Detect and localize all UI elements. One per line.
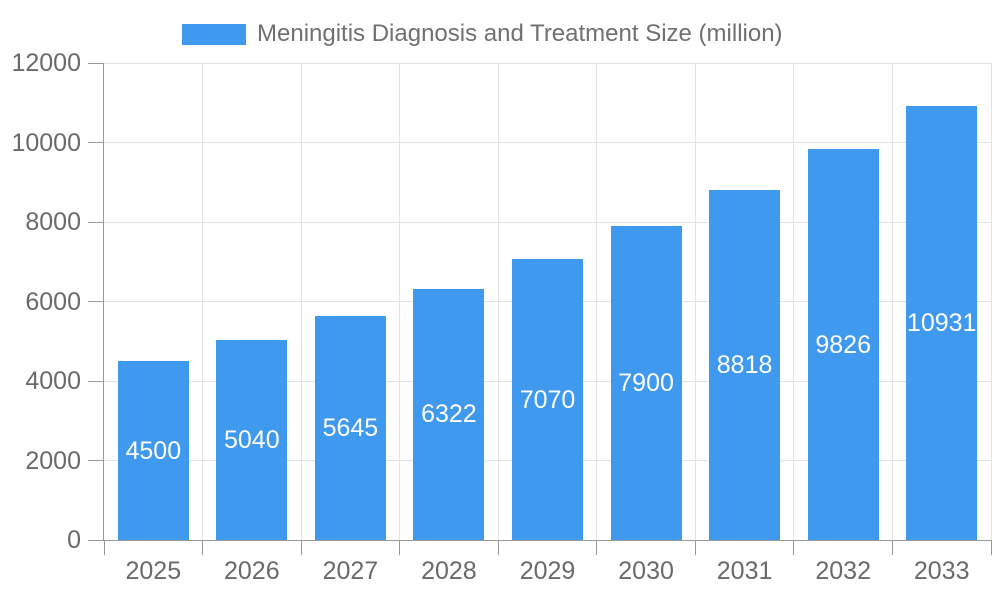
x-axis-tick bbox=[793, 540, 795, 555]
bar-value-label: 7070 bbox=[519, 385, 576, 414]
v-gridline bbox=[399, 63, 401, 540]
chart-legend[interactable]: Meningitis Diagnosis and Treatment Size … bbox=[182, 22, 783, 46]
bar-value-label: 5645 bbox=[322, 413, 379, 442]
x-axis-tick bbox=[497, 540, 499, 555]
y-axis-label: 8000 bbox=[25, 208, 81, 236]
x-axis-tick bbox=[990, 540, 992, 555]
y-axis-tick bbox=[88, 142, 103, 143]
y-axis-label: 6000 bbox=[25, 287, 81, 316]
bar-value-label: 8818 bbox=[716, 350, 773, 379]
x-axis-label: 2029 bbox=[519, 557, 576, 585]
legend-label: Meningitis Diagnosis and Treatment Size … bbox=[257, 20, 783, 47]
y-axis-tick bbox=[88, 539, 103, 541]
y-axis-tick bbox=[88, 62, 103, 64]
bar bbox=[610, 226, 682, 540]
bar bbox=[512, 259, 583, 540]
legend-swatch-icon bbox=[182, 23, 246, 45]
y-axis-label: 2000 bbox=[25, 446, 81, 475]
y-axis-label: 12000 bbox=[11, 49, 81, 77]
y-axis-tick bbox=[88, 380, 103, 382]
x-axis-label: 2026 bbox=[223, 557, 280, 585]
h-gridline bbox=[104, 62, 991, 64]
x-axis-tick bbox=[103, 540, 105, 555]
v-gridline bbox=[694, 63, 696, 540]
v-gridline bbox=[990, 63, 992, 540]
x-axis-tick bbox=[202, 540, 204, 555]
bar bbox=[807, 149, 879, 540]
bar-value-label: 10931 bbox=[906, 308, 977, 337]
v-gridline bbox=[596, 63, 598, 540]
bar-value-label: 4500 bbox=[125, 436, 182, 465]
v-gridline bbox=[202, 63, 204, 540]
bar-value-label: 6322 bbox=[421, 400, 477, 429]
x-axis-label: 2028 bbox=[421, 557, 477, 585]
h-gridline bbox=[104, 221, 991, 223]
v-gridline bbox=[891, 63, 893, 540]
bar bbox=[413, 288, 485, 540]
bar-value-label: 5040 bbox=[223, 425, 280, 454]
x-axis-tick bbox=[399, 540, 401, 555]
bar bbox=[709, 189, 781, 540]
plot-area: 0 2000 4000 6000 8000 10000 12000 4500 2025 5040 2… bbox=[11, 49, 992, 585]
x-axis-label: 2030 bbox=[618, 557, 674, 585]
bar bbox=[906, 105, 978, 540]
x-axis-label: 2025 bbox=[125, 557, 182, 585]
x-axis-tick bbox=[891, 540, 893, 555]
bar bbox=[216, 339, 288, 540]
v-gridline bbox=[300, 63, 302, 540]
y-axis-label: 4000 bbox=[25, 367, 81, 395]
x-axis-tick bbox=[596, 540, 598, 555]
bar-value-label: 7900 bbox=[618, 369, 674, 397]
y-axis-label: 0 bbox=[67, 526, 81, 554]
v-gridline bbox=[497, 63, 499, 540]
bar-value-label: 9826 bbox=[815, 330, 871, 359]
bar bbox=[117, 361, 189, 540]
x-axis-label: 2033 bbox=[913, 557, 970, 585]
y-axis-tick bbox=[88, 460, 103, 461]
v-gridline bbox=[793, 63, 795, 540]
x-axis-label: 2031 bbox=[716, 557, 773, 585]
x-axis-label: 2032 bbox=[815, 557, 871, 585]
x-axis-tick bbox=[694, 540, 696, 555]
y-axis-tick bbox=[88, 221, 103, 223]
x-axis-label: 2027 bbox=[322, 557, 379, 585]
y-axis-tick bbox=[88, 301, 103, 302]
x-axis-tick bbox=[300, 540, 302, 555]
y-axis-label: 10000 bbox=[11, 128, 81, 157]
h-gridline bbox=[104, 142, 991, 143]
bar bbox=[314, 315, 386, 540]
